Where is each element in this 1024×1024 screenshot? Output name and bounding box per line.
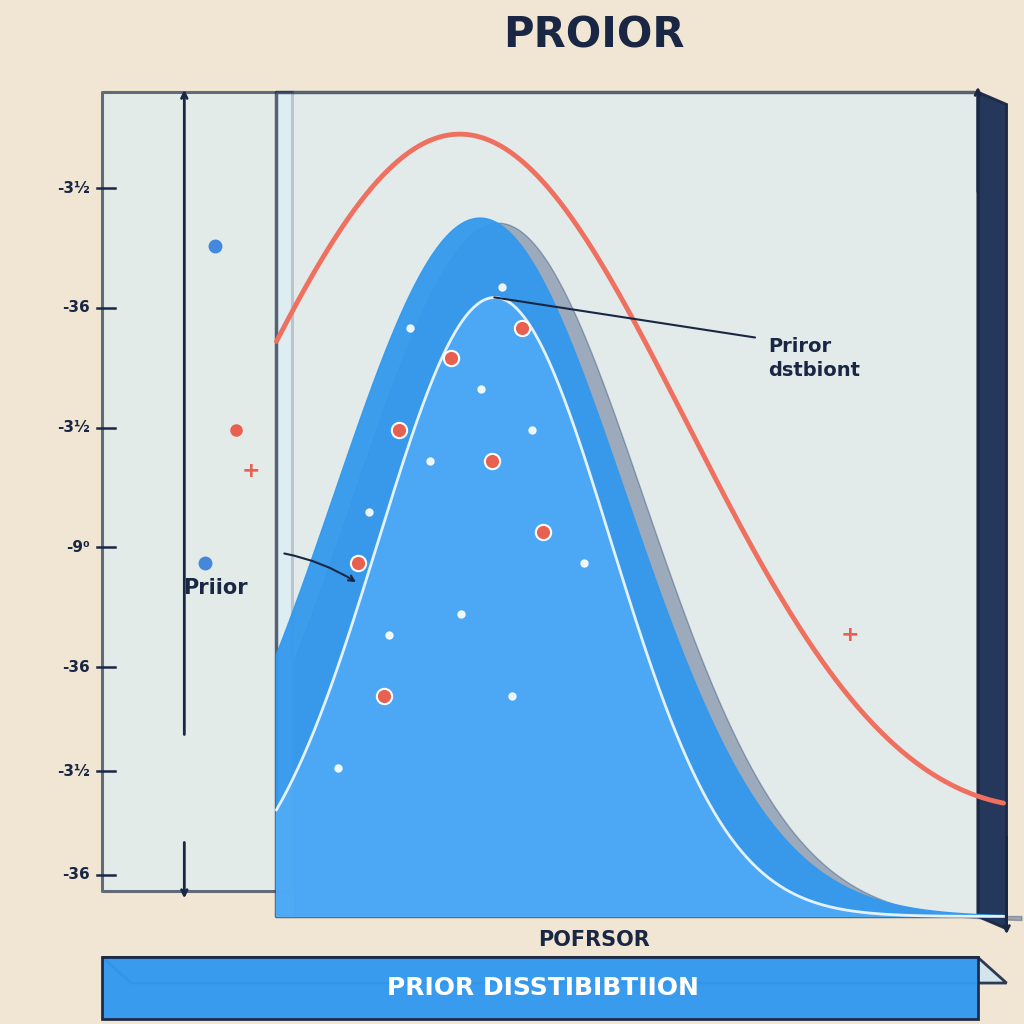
Text: Priior: Priior: [182, 578, 248, 598]
Polygon shape: [102, 957, 1007, 983]
Text: -3½: -3½: [57, 764, 90, 778]
Polygon shape: [276, 92, 978, 916]
Polygon shape: [295, 223, 1022, 921]
Text: +: +: [841, 625, 859, 645]
Polygon shape: [276, 298, 1004, 916]
Text: -3½: -3½: [57, 420, 90, 435]
Text: PROIOR: PROIOR: [503, 14, 685, 57]
Text: -3½: -3½: [57, 180, 90, 196]
Polygon shape: [276, 218, 1004, 916]
Polygon shape: [102, 92, 292, 891]
Polygon shape: [102, 957, 978, 1019]
Text: PRIOR DISSTIBIBTIION: PRIOR DISSTIBIBTIION: [387, 976, 698, 1000]
Text: -36: -36: [62, 300, 90, 315]
Text: -9⁰: -9⁰: [67, 540, 90, 555]
Text: -36: -36: [62, 867, 90, 883]
Text: POFRSOR: POFRSOR: [538, 930, 650, 950]
Polygon shape: [978, 92, 1007, 929]
Text: +: +: [242, 461, 260, 481]
Text: -36: -36: [62, 659, 90, 675]
Text: Priror
dstbiont: Priror dstbiont: [768, 337, 860, 380]
